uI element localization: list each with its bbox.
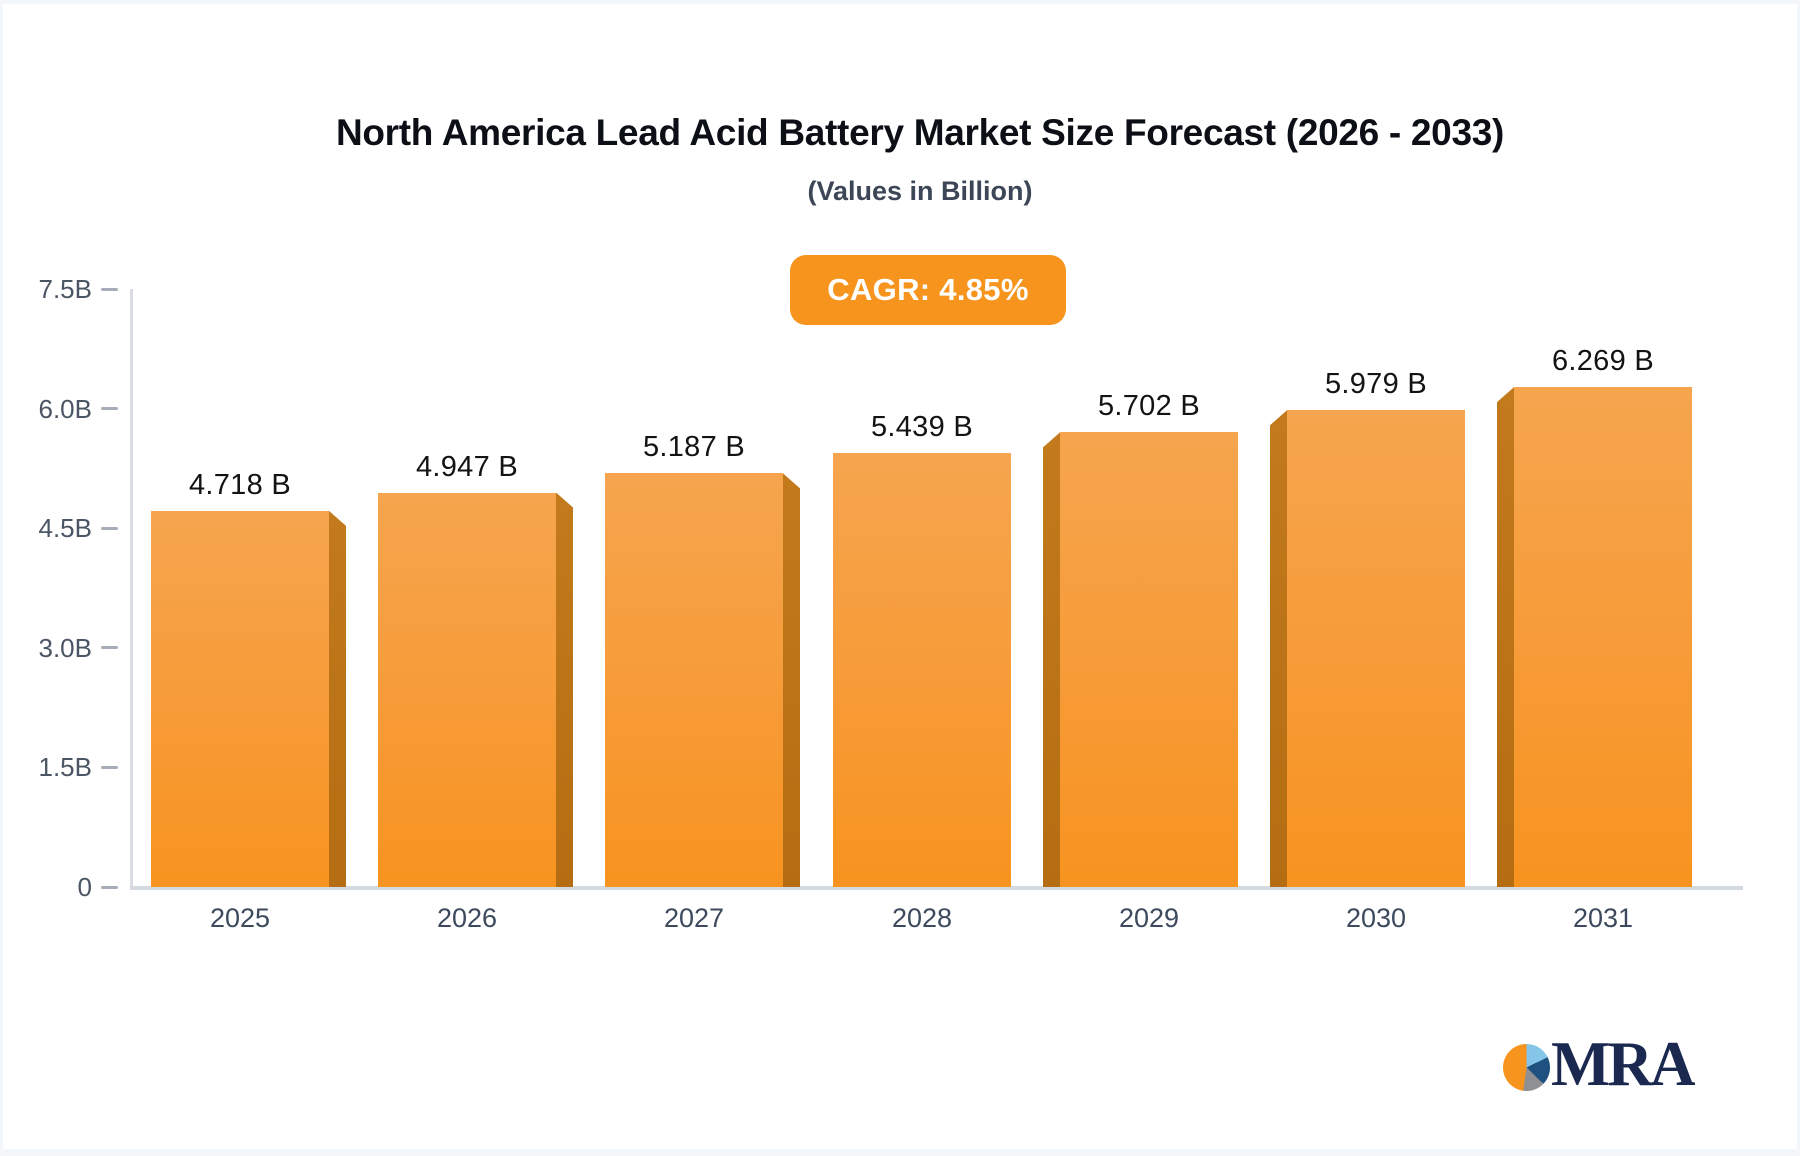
page-edge-left: [0, 0, 3, 1156]
y-tick-label: 4.5B: [38, 513, 93, 544]
x-tick-label: 2027: [663, 903, 725, 933]
x-tick-label: 2029: [1118, 903, 1180, 933]
page-edge-top: [0, 0, 1800, 4]
bar-side-face: [1043, 432, 1060, 887]
mra-logo: MRA: [1503, 1032, 1695, 1095]
bar-value-label: 5.702 B: [1097, 390, 1201, 423]
x-tick-label: 2031: [1572, 903, 1634, 933]
bar-side-face: [1270, 410, 1287, 887]
bar-value-label: 4.718 B: [188, 468, 292, 501]
bar-side-face: [329, 510, 346, 887]
mra-pie-chart-icon: [1503, 1043, 1550, 1091]
bar-value-label: 6.269 B: [1551, 345, 1655, 378]
x-tick-label: 2026: [436, 903, 498, 933]
bar-side-face: [783, 473, 800, 887]
bar-2026: [378, 492, 556, 887]
bar-2030: [1287, 410, 1465, 887]
bar-side-face: [556, 492, 573, 887]
y-tick-label: 6.0B: [38, 393, 93, 424]
y-tick-dash: [101, 407, 118, 411]
bar-value-label: 5.979 B: [1324, 368, 1428, 401]
y-tick-label: 3.0B: [38, 632, 93, 663]
y-tick-dash: [101, 287, 118, 291]
cagr-badge: CAGR: 4.85%: [790, 255, 1066, 325]
y-tick-dash: [101, 885, 118, 889]
bar-2025: [151, 510, 329, 887]
bar-2028: [833, 453, 1011, 887]
bar-2027: [605, 473, 783, 887]
bar-2031: [1514, 387, 1692, 887]
y-tick-dash: [101, 765, 118, 769]
page-edge-bottom: [0, 1149, 1800, 1156]
bar-value-label: 4.947 B: [415, 450, 519, 483]
y-tick-label: 0: [77, 872, 92, 902]
y-tick-dash: [101, 646, 118, 650]
y-tick-label: 7.5B: [38, 274, 93, 304]
chart-title: North America Lead Acid Battery Market S…: [335, 112, 1505, 153]
y-tick-label: 1.5B: [38, 752, 93, 783]
bar-2029: [1060, 432, 1238, 887]
x-axis-baseline: [130, 886, 1743, 890]
x-tick-label: 2028: [891, 903, 953, 933]
y-tick-dash: [101, 526, 118, 530]
x-tick-label: 2030: [1345, 903, 1407, 933]
page-edge-right: [1797, 0, 1800, 1156]
cagr-label: CAGR: 4.85%: [827, 272, 1029, 307]
chart-subtitle: (Values in Billion): [807, 176, 1033, 206]
bar-value-label: 5.187 B: [642, 431, 746, 464]
y-axis-line: [130, 289, 133, 887]
bar-side-face: [1497, 387, 1514, 887]
bar-value-label: 5.439 B: [870, 411, 974, 444]
mra-logo-text: MRA: [1551, 1028, 1695, 1099]
x-tick-label: 2025: [209, 903, 271, 933]
